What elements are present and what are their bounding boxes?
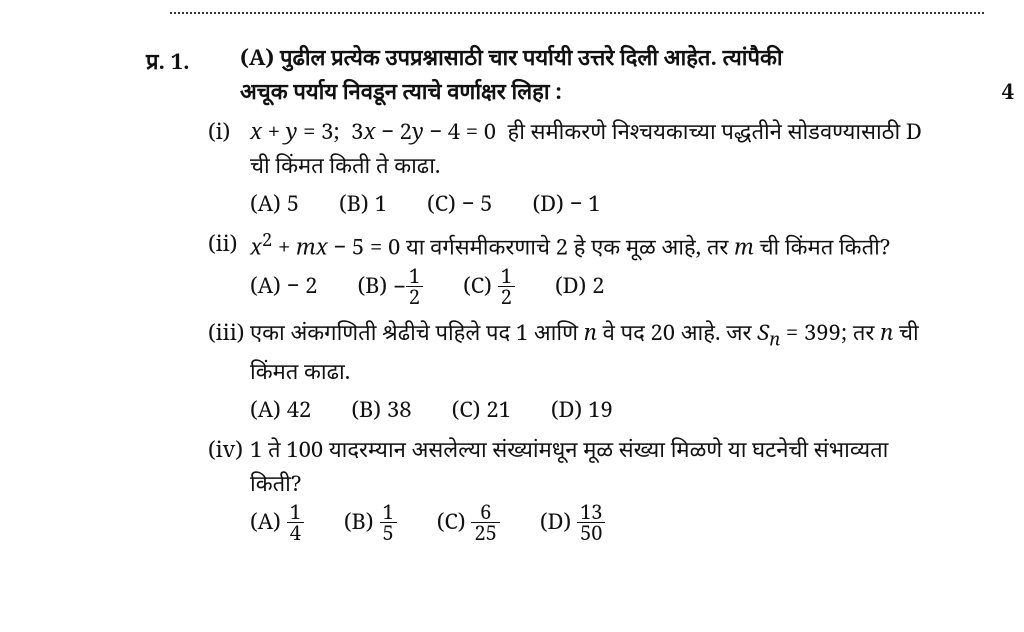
opt-iii-d: (D)19 bbox=[551, 392, 613, 426]
opt-iv-d: (D)1350 bbox=[540, 504, 606, 545]
subq-label-iv: (iv) bbox=[208, 432, 243, 466]
subquestion-iv: (iv) 1 ते 100 यादरम्यान असलेल्या संख्यां… bbox=[210, 432, 984, 500]
opt-i-d: (D)− 1 bbox=[532, 186, 600, 220]
subq-body-i: x + y = 3; 3x − 2y − 4 = 0 ही समीकरणे नि… bbox=[250, 114, 984, 182]
options-ii: (A)− 2 (B)−12 (C)12 (D)2 bbox=[250, 268, 984, 309]
opt-ii-b: (B)−12 bbox=[358, 268, 424, 309]
top-dotted-separator bbox=[170, 12, 984, 14]
subquestion-ii: (ii) x2 + mx − 5 = 0 या वर्गसमीकरणाचे 2 … bbox=[210, 226, 984, 263]
opt-ii-d: (D)2 bbox=[555, 268, 605, 309]
subquestion-iii: (iii) एका अंकगणिती श्रेढीचे पहिले पद 1 आ… bbox=[210, 315, 984, 388]
subq-body-iii: एका अंकगणिती श्रेढीचे पहिले पद 1 आणि n व… bbox=[250, 315, 984, 388]
opt-i-c: (C)− 5 bbox=[427, 186, 493, 220]
subq-body-iv: 1 ते 100 यादरम्यान असलेल्या संख्यांमधून … bbox=[250, 432, 984, 500]
subquestion-i: (i) x + y = 3; 3x − 2y − 4 = 0 ही समीकरण… bbox=[210, 114, 984, 182]
question-part-a: (A) bbox=[240, 42, 274, 72]
opt-iii-a: (A)42 bbox=[250, 392, 311, 426]
options-iii: (A)42 (B)38 (C)21 (D)19 bbox=[250, 392, 984, 426]
stem-line-2: अचूक पर्याय निवडून त्याचे वर्णाक्षर लिहा… bbox=[240, 76, 562, 106]
options-iv: (A)14 (B)15 (C)625 (D)1350 bbox=[250, 504, 984, 545]
question-number: प्र. 1. bbox=[146, 44, 190, 78]
opt-ii-c: (C)12 bbox=[463, 268, 515, 309]
opt-iv-b: (B)15 bbox=[344, 504, 397, 545]
question-stem: (A) पुढील प्रत्येक उपप्रश्नासाठी चार पर्… bbox=[240, 40, 984, 108]
opt-ii-a: (A)− 2 bbox=[250, 268, 318, 309]
subq-label-ii: (ii) bbox=[208, 226, 237, 260]
question-page: प्र. 1. (A) पुढील प्रत्येक उपप्रश्नासाठी… bbox=[150, 40, 984, 545]
subq-label-i: (i) bbox=[208, 114, 230, 148]
opt-iii-b: (B)38 bbox=[351, 392, 411, 426]
subq-label-iii: (iii) bbox=[208, 315, 244, 349]
opt-i-b: (B)1 bbox=[339, 186, 387, 220]
opt-iv-c: (C)625 bbox=[437, 504, 500, 545]
opt-iv-a: (A)14 bbox=[250, 504, 304, 545]
opt-i-a: (A)5 bbox=[250, 186, 299, 220]
question-marks: 4 bbox=[1002, 74, 1014, 108]
stem-line-1: पुढील प्रत्येक उपप्रश्नासाठी चार पर्यायी… bbox=[280, 42, 783, 72]
options-i: (A)5 (B)1 (C)− 5 (D)− 1 bbox=[250, 186, 984, 220]
subq-body-ii: x2 + mx − 5 = 0 या वर्गसमीकरणाचे 2 हे एक… bbox=[250, 226, 984, 263]
opt-iii-c: (C)21 bbox=[452, 392, 511, 426]
